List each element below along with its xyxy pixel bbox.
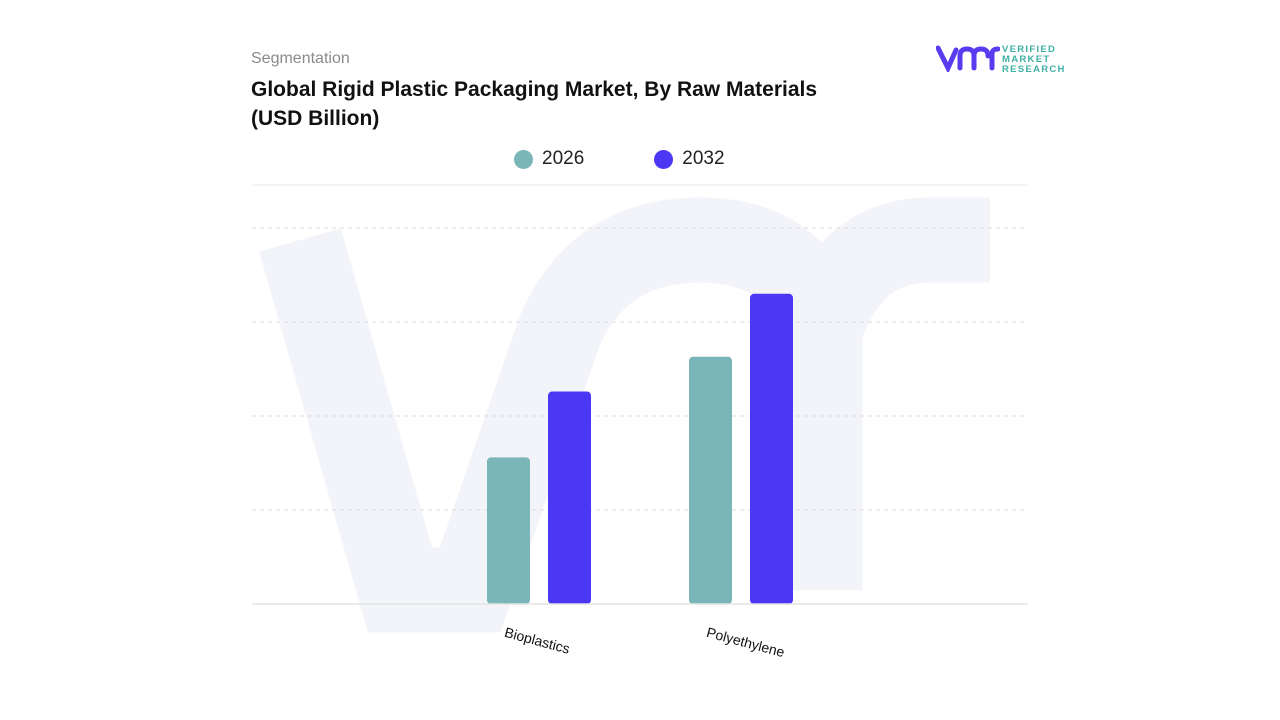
segment-label: Segmentation: [251, 50, 350, 67]
legend-item-2032: 2032: [654, 148, 725, 170]
bar-polyethylene-2032: [750, 293, 793, 604]
bar-bioplastics-2032: [548, 391, 591, 604]
bar-bioplastics-2026: [487, 457, 530, 604]
vmr-logo-icon: [936, 45, 1000, 72]
bar-polyethylene-2026: [689, 356, 732, 604]
watermark: [259, 197, 990, 633]
legend-swatch-2026: [514, 149, 533, 169]
legend: 2026 2032: [514, 148, 725, 170]
logo-text: VERIFIED MARKET RESEARCH: [1002, 44, 1066, 75]
chart-title: Global Rigid Plastic Packaging Market, B…: [251, 78, 818, 130]
legend-swatch-2032: [654, 149, 674, 169]
legend-item-2026: 2026: [514, 148, 584, 170]
